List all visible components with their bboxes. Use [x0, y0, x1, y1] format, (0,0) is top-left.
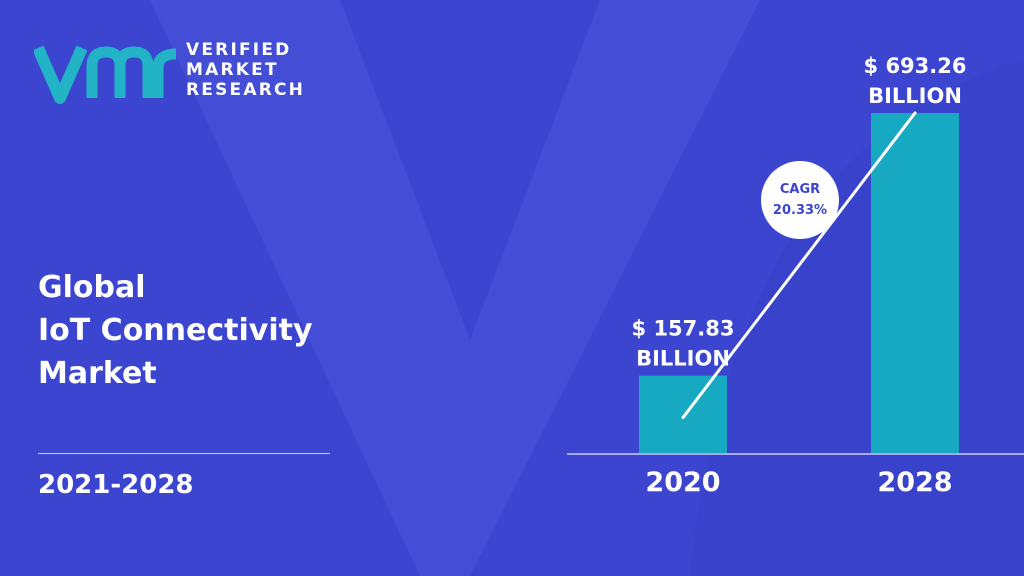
brand-line-3: RESEARCH	[186, 80, 306, 100]
bar-2028	[871, 113, 959, 453]
title-line-3: Market	[38, 356, 157, 391]
data-label-2020-line-1: $ 157.83	[632, 317, 735, 341]
cagr-badge: CAGR 20.33%	[761, 161, 839, 239]
brand-line-1: VERIFIED	[186, 40, 292, 60]
cagr-trend-line	[681, 111, 917, 420]
data-label-2028-line-1: $ 693.26	[864, 54, 967, 78]
brand-line-2: MARKET	[186, 60, 279, 80]
title-line-2: IoT Connectivity	[38, 313, 313, 348]
data-label-2020-line-2: BILLION	[636, 347, 730, 371]
forecast-period: 2021-2028	[38, 470, 194, 500]
cagr-value: 20.33%	[773, 203, 827, 218]
data-label-2028-line-2: BILLION	[868, 84, 962, 108]
x-tick-label-2028: 2028	[877, 467, 952, 498]
cagr-label: CAGR	[780, 182, 820, 197]
background-v-shape	[150, 0, 760, 576]
title-divider	[38, 453, 330, 454]
brand-logo: VERIFIED MARKET RESEARCH	[34, 40, 324, 104]
brand-name: VERIFIED MARKET RESEARCH	[186, 40, 305, 100]
page-title: Global IoT Connectivity Market	[38, 266, 313, 395]
title-line-1: Global	[38, 270, 146, 305]
x-tick-label-2020: 2020	[645, 467, 720, 498]
cagr-circle	[761, 161, 839, 239]
bar-2020	[639, 375, 727, 453]
vmr-logo-icon	[34, 45, 177, 104]
